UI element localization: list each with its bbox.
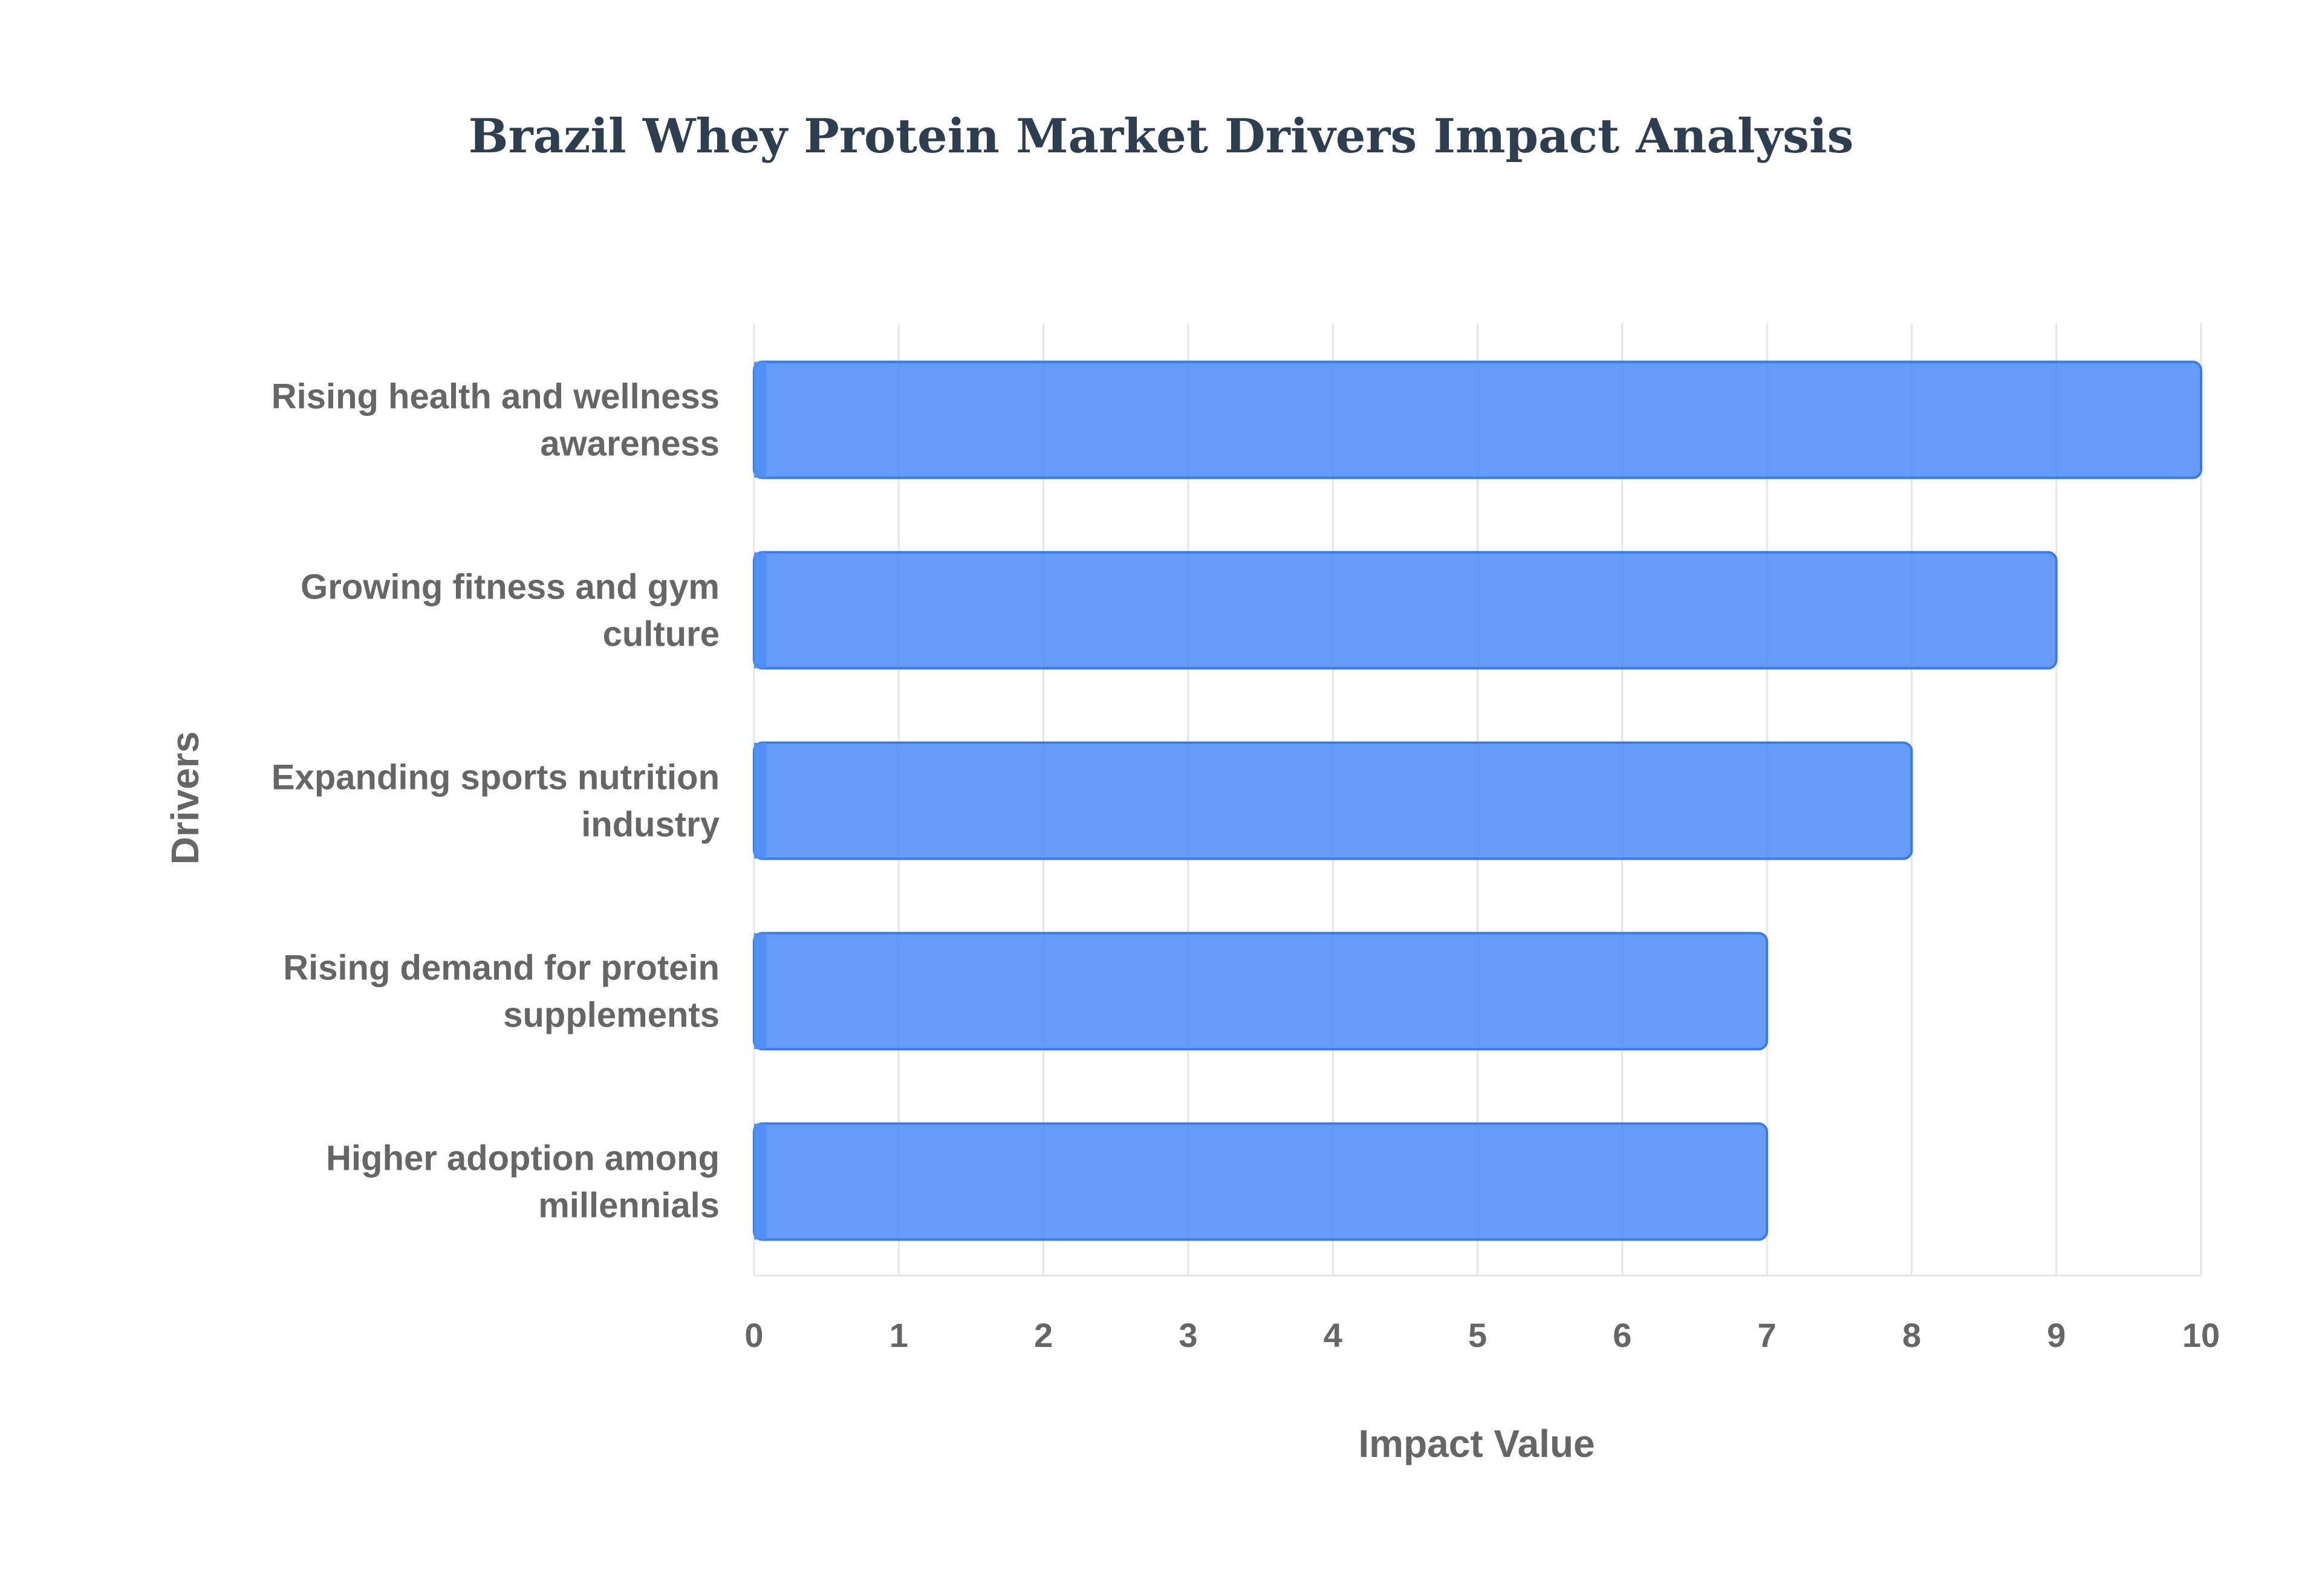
bar-1	[753, 360, 2202, 479]
bar-1-base	[754, 362, 766, 478]
x-axis-title: Impact Value	[1358, 1422, 1595, 1465]
bar-2-base	[754, 552, 766, 669]
bar-3	[753, 741, 1913, 860]
bar-5-base	[754, 1123, 766, 1240]
x-tick-label-7: 7	[1758, 1316, 1777, 1354]
bar-4	[753, 932, 1769, 1051]
bar-4-base	[754, 933, 766, 1049]
x-tick-label-0: 0	[744, 1316, 763, 1354]
category-label-5-line-1: Higher adoption among	[326, 1139, 720, 1178]
category-label-1-line-1: Rising health and wellness	[272, 377, 720, 417]
category-label-4-line-1: Rising demand for protein	[283, 949, 720, 988]
bar-layer	[753, 360, 2202, 1241]
category-label-1-line-2: awareness	[540, 424, 720, 464]
x-tick-label-6: 6	[1613, 1316, 1631, 1354]
chart-title: Brazil Whey Protein Market Drivers Impac…	[469, 109, 1854, 164]
bar-2	[753, 551, 2058, 670]
category-label-4-line-2: supplements	[503, 996, 720, 1035]
bar-3-base	[754, 742, 766, 859]
x-tick-label-2: 2	[1034, 1316, 1053, 1354]
x-tick-label-4: 4	[1324, 1316, 1342, 1354]
x-tick-label-8: 8	[1902, 1316, 1921, 1354]
category-label-3-line-2: industry	[581, 805, 720, 845]
x-tick-labels: 0 1 2 3 4 5 6 7 8 9 10	[744, 1316, 2220, 1354]
category-label-3-line-1: Expanding sports nutrition	[272, 758, 720, 797]
x-tick-label-1: 1	[889, 1316, 908, 1354]
x-tick-label-9: 9	[2047, 1316, 2066, 1354]
category-label-2-line-2: culture	[603, 615, 720, 654]
category-labels: Rising health and wellness awareness Growi…	[272, 377, 720, 1225]
category-label-5-line-2: millennials	[538, 1186, 720, 1225]
x-tick-label-10: 10	[2182, 1316, 2220, 1354]
category-label-2-line-1: Growing fitness and gym	[301, 568, 720, 607]
x-tick-label-3: 3	[1179, 1316, 1197, 1354]
x-tick-label-5: 5	[1468, 1316, 1487, 1354]
y-axis-title: Drivers	[163, 731, 207, 865]
bar-5	[753, 1122, 1769, 1241]
